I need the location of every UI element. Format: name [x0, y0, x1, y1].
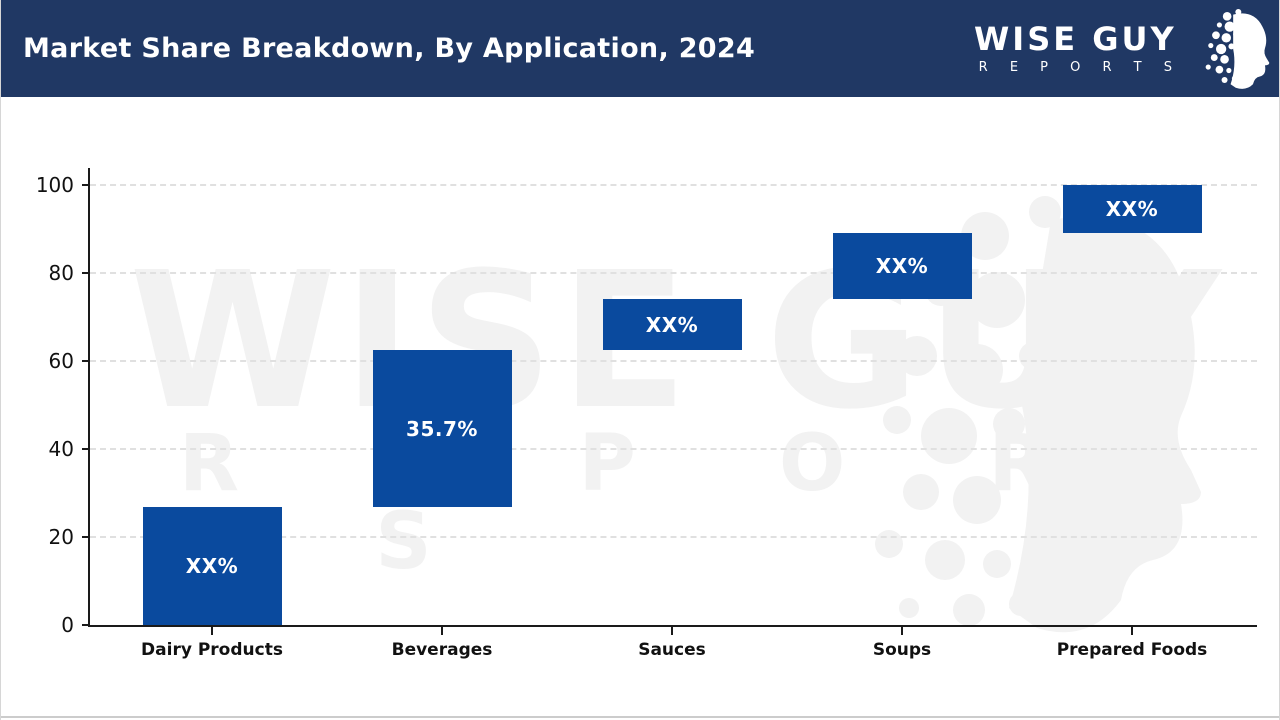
x-axis-tick	[901, 627, 903, 635]
bar-value-label: XX%	[1105, 197, 1159, 222]
bar-beverages: 35.7%	[372, 350, 512, 508]
gridline	[90, 536, 1257, 538]
x-axis-tick	[671, 627, 673, 635]
y-axis-line	[88, 168, 90, 627]
x-tick-label: Soups	[872, 640, 932, 660]
y-tick-label: 40	[48, 437, 74, 461]
bar-value-label: XX%	[185, 554, 239, 579]
x-tick-label: Beverages	[391, 640, 493, 660]
gridline	[90, 360, 1257, 362]
x-tick-label: Dairy Products	[141, 640, 283, 660]
y-axis-tick	[82, 536, 90, 538]
bar-value-label: XX%	[645, 312, 699, 337]
x-axis-line	[88, 625, 1257, 627]
bar-value-label: 35.7%	[406, 416, 478, 441]
gridline	[90, 184, 1257, 186]
y-axis-tick	[82, 272, 90, 274]
header-bar: Market Share Breakdown, By Application, …	[1, 0, 1279, 97]
x-tick-label: Prepared Foods	[1056, 640, 1208, 660]
x-axis-tick	[211, 627, 213, 635]
y-axis-tick	[82, 624, 90, 626]
gridline	[90, 272, 1257, 274]
bar-value-label: XX%	[875, 254, 929, 279]
y-axis-tick	[82, 360, 90, 362]
y-tick-label: 20	[48, 525, 74, 549]
y-tick-label: 0	[61, 613, 74, 637]
bar-sauces: XX%	[602, 299, 742, 350]
brand-logo: WISE GUY R E P O R T S	[970, 0, 1279, 97]
gridline	[90, 448, 1257, 450]
y-tick-label: 100	[35, 173, 74, 197]
x-tick-label: Sauces	[638, 640, 706, 660]
dotted-face-logo-icon	[1205, 8, 1270, 89]
y-tick-label: 60	[48, 349, 74, 373]
bottom-divider	[1, 716, 1279, 718]
bar-dairy-products: XX%	[142, 507, 282, 625]
page-title: Market Share Breakdown, By Application, …	[23, 33, 756, 64]
bar-soups: XX%	[832, 233, 972, 300]
y-axis-tick	[82, 448, 90, 450]
bar-prepared-foods: XX%	[1062, 185, 1202, 234]
brand-wordmark: WISE GUY R E P O R T S	[970, 23, 1181, 75]
x-axis-tick	[1131, 627, 1133, 635]
brand-subtitle: R E P O R T S	[978, 59, 1181, 75]
y-tick-label: 80	[48, 261, 74, 285]
brand-name: WISE GUY	[973, 19, 1177, 58]
watermark-face-icon	[875, 196, 1201, 633]
x-axis-tick	[441, 627, 443, 635]
y-axis-tick	[82, 184, 90, 186]
